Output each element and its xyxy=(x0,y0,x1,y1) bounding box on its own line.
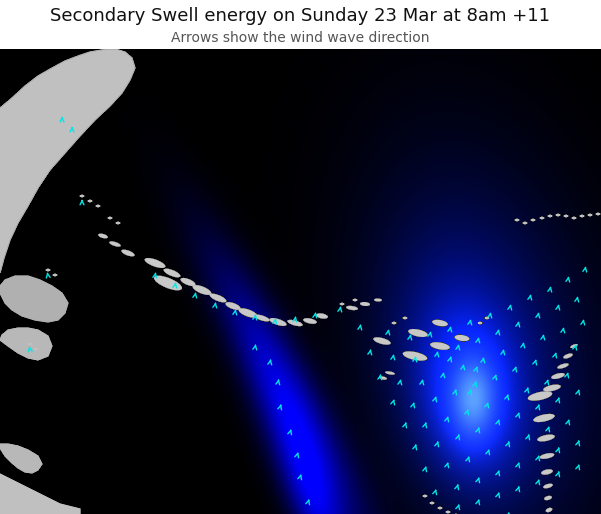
Text: Secondary Swell energy on Sunday 23 Mar at 8am +11: Secondary Swell energy on Sunday 23 Mar … xyxy=(50,7,551,25)
Text: Arrows show the wind wave direction: Arrows show the wind wave direction xyxy=(171,31,430,45)
